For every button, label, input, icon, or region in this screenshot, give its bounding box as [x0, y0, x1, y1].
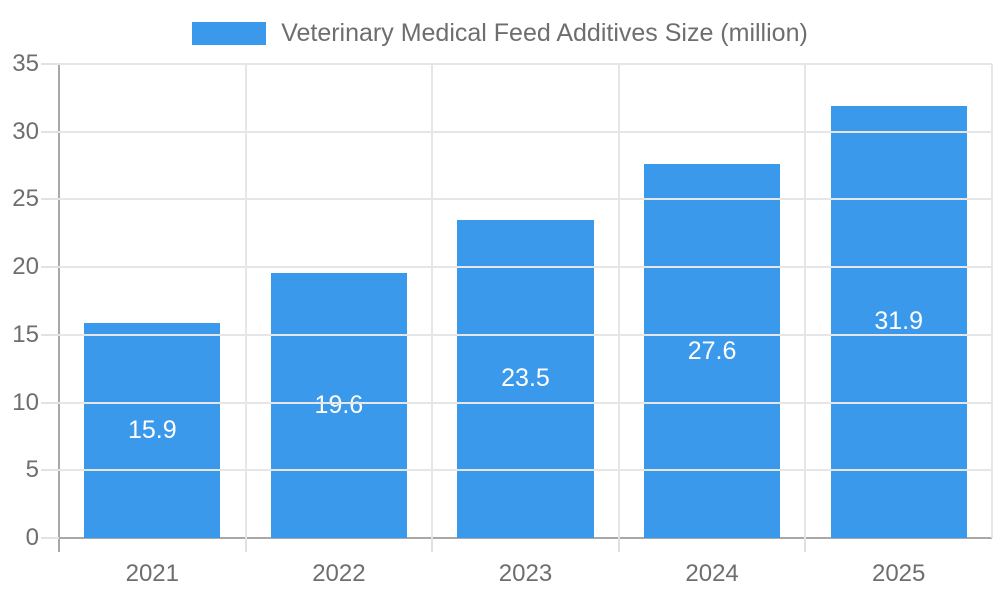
legend-swatch[interactable] [192, 22, 267, 45]
x-axis-labels: 2021 2022 2023 2024 2025 [59, 538, 992, 588]
x-axis-label: 2021 [125, 560, 179, 587]
chart-legend[interactable]: Veterinary Medical Feed Additives Size (… [0, 19, 1000, 48]
y-axis-label: 30 [12, 117, 39, 145]
bar-value-label: 15.9 [127, 415, 177, 444]
bar: 15.9 [84, 322, 221, 538]
y-tick [41, 63, 59, 65]
x-axis-label: 2022 [312, 560, 366, 587]
gridline-vertical [431, 64, 434, 538]
legend-label[interactable]: Veterinary Medical Feed Additives Size (… [281, 19, 808, 47]
gridline-vertical [617, 64, 620, 538]
y-tick [41, 130, 59, 133]
x-axis-line [41, 537, 992, 539]
x-tick [804, 538, 807, 552]
y-tick [41, 401, 59, 404]
bar-slot: 19.6 [246, 64, 433, 538]
bar-slot: 23.5 [432, 64, 619, 538]
y-axis-label: 5 [25, 456, 39, 484]
bar-slot: 15.9 [59, 64, 246, 538]
bars-row: 15.9 19.6 23.5 27.6 31.9 [59, 64, 992, 538]
bar-value-label: 19.6 [314, 390, 364, 419]
bar-value-label: 31.9 [874, 307, 923, 336]
y-axis-label: 35 [12, 50, 39, 77]
x-tick [244, 538, 247, 552]
bar-value-label: 23.5 [501, 364, 550, 393]
x-tick [617, 538, 620, 552]
plot-area: 15.9 19.6 23.5 27.6 31.9 2021 2022 2023 2024 202… [12, 52, 993, 587]
y-axis-line [58, 64, 60, 552]
gridline-vertical [804, 64, 807, 538]
x-axis-label: 2024 [685, 560, 739, 587]
y-tick [41, 469, 59, 472]
gridline-horizontal [59, 333, 992, 336]
y-axis-label: 10 [12, 388, 39, 416]
y-tick [41, 537, 59, 539]
gridline-vertical [991, 64, 993, 538]
gridline-horizontal [59, 63, 992, 65]
gridline-horizontal [59, 266, 992, 269]
gridline-horizontal [59, 469, 992, 472]
y-axis-label: 25 [12, 185, 39, 213]
y-tick [41, 266, 59, 269]
y-axis-label: 15 [12, 320, 39, 348]
gridline-horizontal [59, 198, 992, 201]
y-axis-label: 0 [25, 524, 39, 551]
x-axis-label: 2025 [871, 560, 926, 587]
gridline-horizontal [59, 130, 992, 133]
bar-slot: 27.6 [619, 64, 806, 538]
bar-slot: 31.9 [805, 64, 992, 538]
bar-value-label: 27.6 [687, 336, 737, 365]
y-tick [41, 198, 59, 201]
y-tick [41, 333, 59, 336]
gridline-horizontal [59, 401, 992, 404]
bar: 23.5 [457, 219, 594, 538]
y-axis-label: 20 [12, 253, 39, 281]
x-tick [431, 538, 434, 552]
x-axis-label: 2023 [498, 560, 553, 587]
bar: 31.9 [830, 105, 967, 538]
gridline-vertical [244, 64, 247, 538]
bar: 27.6 [643, 164, 781, 538]
bar: 19.6 [270, 272, 407, 538]
